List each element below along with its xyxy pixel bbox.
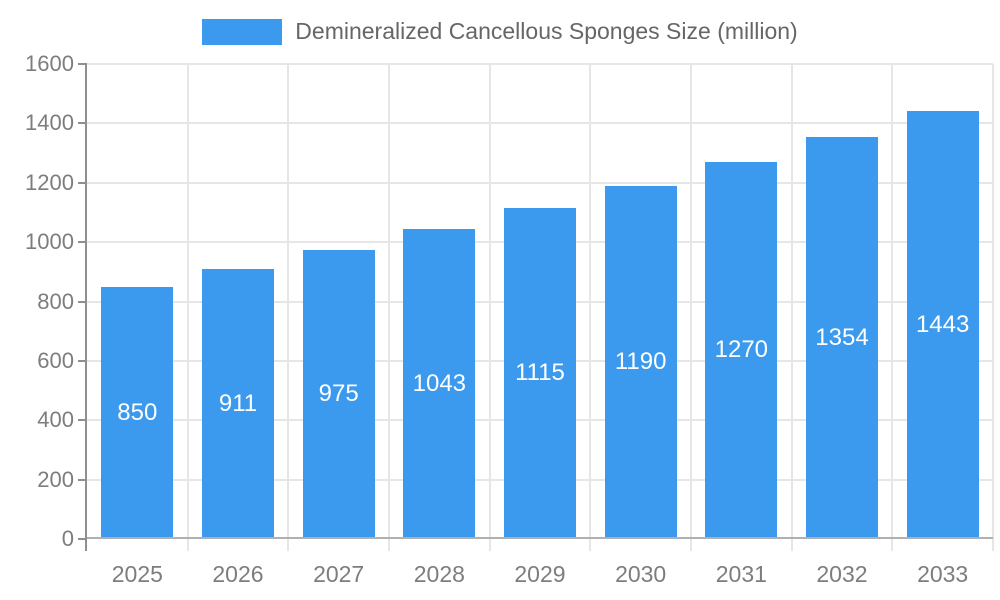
x-tick-label: 2028 bbox=[413, 561, 465, 587]
y-tick-label: 800 bbox=[37, 288, 74, 314]
bar[interactable] bbox=[101, 286, 174, 539]
h-gridline bbox=[87, 181, 993, 184]
x-tick-label: 2027 bbox=[313, 561, 365, 587]
v-gridline bbox=[488, 64, 491, 551]
x-tick-label: 2025 bbox=[111, 561, 163, 587]
y-tick-label: 1400 bbox=[25, 110, 74, 136]
v-gridline bbox=[790, 64, 793, 551]
x-tick-label: 2031 bbox=[715, 561, 767, 587]
v-gridline bbox=[287, 64, 290, 551]
bar-value-label: 1270 bbox=[714, 336, 769, 364]
y-axis-tick bbox=[78, 241, 87, 244]
bar[interactable] bbox=[302, 249, 375, 539]
bar-value-label: 850 bbox=[117, 398, 158, 426]
y-axis-tick bbox=[78, 122, 87, 125]
bar[interactable] bbox=[705, 161, 778, 539]
v-gridline bbox=[992, 64, 994, 551]
v-gridline bbox=[186, 64, 189, 551]
bar-value-label: 1190 bbox=[614, 348, 667, 376]
bar-value-label: 1354 bbox=[815, 324, 869, 352]
h-gridline bbox=[87, 122, 993, 125]
y-tick-label: 1000 bbox=[25, 229, 74, 255]
bar-value-label: 1043 bbox=[412, 370, 467, 398]
legend[interactable]: Demineralized Cancellous Sponges Size (m… bbox=[0, 18, 1000, 45]
plot-area: 0 200 400 600 800 1000 1200 1400 1600 850 2025 911 2… bbox=[25, 52, 994, 587]
y-axis-tick bbox=[78, 63, 87, 65]
y-axis-tick bbox=[78, 538, 87, 540]
y-axis-tick bbox=[78, 300, 87, 303]
x-tick-label: 2033 bbox=[917, 561, 969, 587]
legend-label: Demineralized Cancellous Sponges Size (m… bbox=[295, 18, 798, 44]
h-gridline bbox=[87, 63, 993, 65]
bar-value-label: 1443 bbox=[915, 310, 970, 338]
legend-swatch-icon bbox=[202, 18, 283, 45]
bar-value-label: 911 bbox=[218, 389, 258, 417]
bar-value-label: 1115 bbox=[515, 359, 565, 387]
y-axis-tick bbox=[78, 359, 87, 362]
y-axis-tick bbox=[78, 181, 87, 184]
x-axis-line bbox=[87, 537, 993, 539]
bar[interactable] bbox=[604, 185, 677, 539]
bar[interactable] bbox=[202, 268, 274, 539]
v-gridline bbox=[388, 64, 390, 551]
bar[interactable] bbox=[403, 229, 476, 539]
v-gridline bbox=[589, 64, 592, 551]
y-axis-line bbox=[85, 64, 87, 551]
bar[interactable] bbox=[906, 110, 979, 539]
x-tick-label: 2032 bbox=[816, 561, 868, 587]
v-gridline bbox=[690, 64, 692, 551]
y-axis-tick bbox=[78, 419, 87, 422]
v-gridline bbox=[891, 64, 894, 551]
x-tick-label: 2029 bbox=[514, 561, 566, 587]
bar[interactable] bbox=[806, 137, 878, 539]
x-tick-label: 2026 bbox=[212, 561, 264, 587]
y-axis-tick bbox=[78, 478, 87, 481]
y-tick-label: 600 bbox=[37, 347, 74, 373]
y-tick-label: 1600 bbox=[25, 51, 74, 76]
y-tick-label: 200 bbox=[37, 466, 74, 492]
y-tick-label: 400 bbox=[37, 407, 74, 433]
bar[interactable] bbox=[504, 207, 576, 539]
bar-value-label: 975 bbox=[318, 380, 359, 408]
y-tick-label: 0 bbox=[61, 526, 74, 551]
y-tick-label: 1200 bbox=[25, 169, 74, 195]
x-tick-label: 2030 bbox=[615, 561, 667, 587]
